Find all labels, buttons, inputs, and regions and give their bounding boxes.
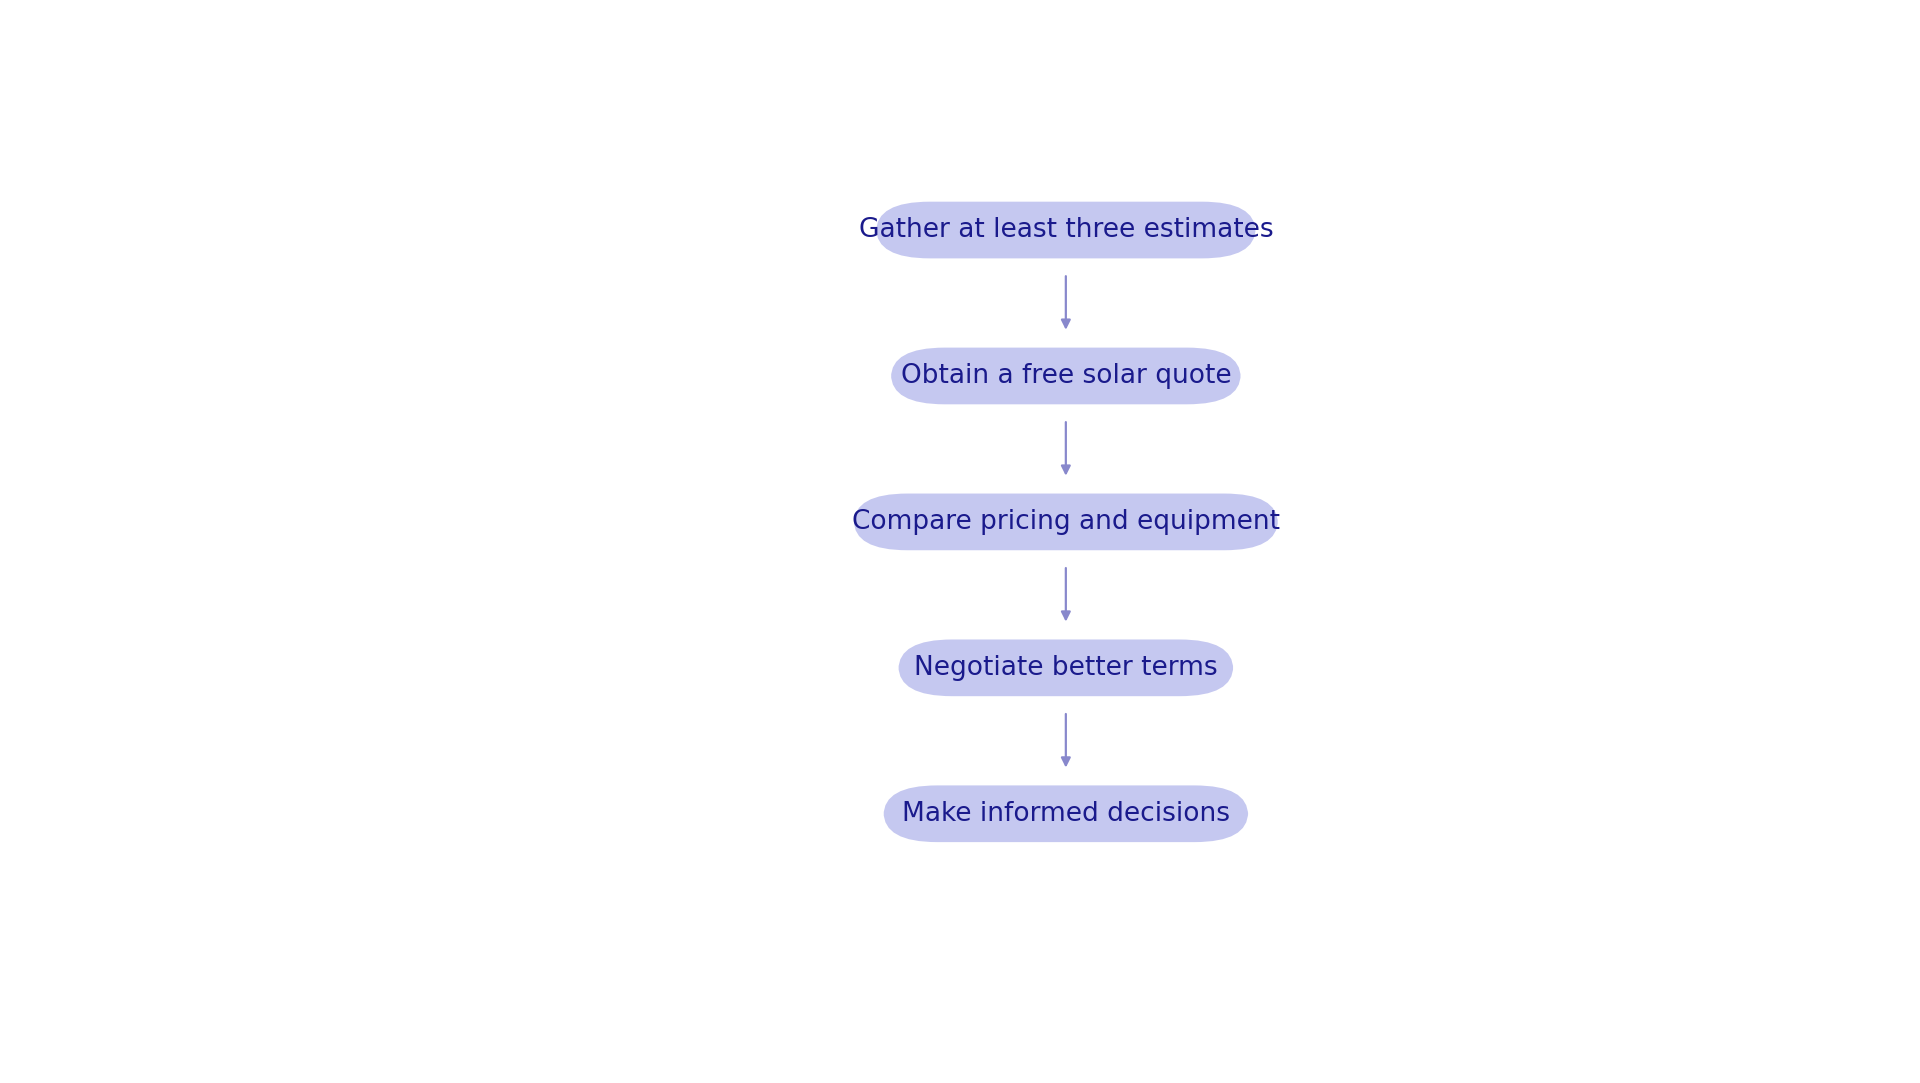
- Text: Gather at least three estimates: Gather at least three estimates: [858, 217, 1273, 243]
- FancyBboxPatch shape: [891, 348, 1240, 404]
- Text: Obtain a free solar quote: Obtain a free solar quote: [900, 363, 1231, 389]
- FancyBboxPatch shape: [876, 201, 1256, 259]
- FancyBboxPatch shape: [854, 494, 1279, 550]
- FancyBboxPatch shape: [883, 785, 1248, 843]
- Text: Compare pricing and equipment: Compare pricing and equipment: [852, 509, 1281, 535]
- Text: Negotiate better terms: Negotiate better terms: [914, 655, 1217, 681]
- Text: Make informed decisions: Make informed decisions: [902, 800, 1231, 826]
- FancyBboxPatch shape: [899, 639, 1233, 696]
